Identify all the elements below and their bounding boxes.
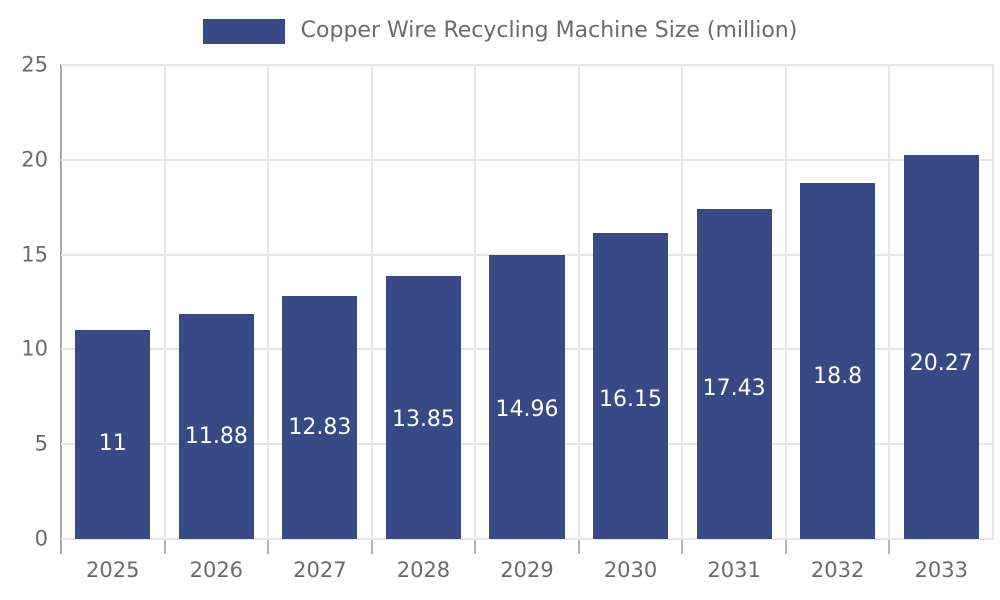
- gridline-horizontal: [61, 158, 993, 161]
- y-axis-tick-label: 10: [21, 336, 48, 361]
- x-axis-tick-label: 2033: [914, 558, 968, 582]
- bar-value-label: 11.88: [184, 423, 248, 449]
- x-axis-tick-label: 2027: [293, 558, 347, 582]
- gridline-vertical: [267, 65, 270, 539]
- legend-item[interactable]: Copper Wire Recycling Machine Size (mill…: [202, 18, 798, 44]
- gridline-vertical: [992, 65, 994, 539]
- bar[interactable]: [593, 232, 669, 539]
- x-axis-tick-mark: [163, 540, 166, 554]
- x-axis-tick-label: 2030: [603, 558, 658, 582]
- bar-value-label: 11: [98, 431, 127, 457]
- gridline-vertical: [577, 65, 580, 539]
- bar-value-label: 16.15: [599, 386, 663, 412]
- bar[interactable]: [178, 313, 254, 539]
- y-axis-tick-label: 0: [34, 526, 48, 551]
- x-axis-tick-label: 2028: [396, 558, 451, 582]
- bar[interactable]: [800, 182, 876, 539]
- bar-value-label: 14.96: [495, 396, 559, 422]
- x-axis-tick-mark: [888, 540, 891, 554]
- bar[interactable]: [385, 276, 461, 539]
- bar[interactable]: [75, 330, 151, 539]
- gridline-vertical: [681, 65, 684, 539]
- chart-legend: Copper Wire Recycling Machine Size (mill…: [0, 14, 1000, 48]
- bar[interactable]: [696, 208, 772, 539]
- x-axis-tick-label: 2029: [500, 558, 554, 582]
- x-axis-tick-label: 2032: [810, 558, 865, 582]
- bar-value-label: 18.8: [813, 363, 863, 389]
- x-axis-tick-mark: [267, 540, 270, 554]
- x-axis-tick-mark: [577, 540, 580, 554]
- gridline-horizontal: [61, 64, 993, 66]
- legend-label: Copper Wire Recycling Machine Size (mill…: [300, 18, 798, 43]
- gridline-vertical: [784, 65, 787, 539]
- gridline-vertical: [163, 65, 166, 539]
- x-axis-tick-mark: [474, 540, 477, 554]
- x-axis-tick-mark: [370, 540, 373, 554]
- x-axis-tick-label: 2031: [707, 558, 761, 582]
- bar[interactable]: [903, 154, 979, 539]
- y-axis-tick-label: 15: [21, 242, 48, 267]
- bar[interactable]: [489, 255, 565, 539]
- y-axis-tick-label: 5: [34, 431, 48, 456]
- y-axis-tick-labels: 0 5 10 15 20 25: [0, 0, 48, 600]
- plot-area: 11 11.88 12.83 13.85 14.96 16.15 17.43 18.8 20.2…: [61, 64, 994, 540]
- x-axis-tick-mark: [784, 540, 787, 554]
- x-axis-tick-mark: [681, 540, 684, 554]
- gridline-vertical: [370, 65, 373, 539]
- bar[interactable]: [282, 295, 358, 539]
- x-axis-tick-label: 2026: [189, 558, 244, 582]
- x-axis-tick-label: 2025: [86, 558, 140, 582]
- gridline-vertical: [474, 65, 477, 539]
- gridline-vertical: [888, 65, 891, 539]
- bar-value-label: 13.85: [391, 406, 455, 432]
- bar-value-label: 12.83: [288, 415, 352, 441]
- gridline-horizontal: [61, 253, 993, 256]
- y-axis-line: [60, 64, 62, 554]
- bar-value-label: 20.27: [909, 351, 973, 377]
- legend-color-swatch: [202, 18, 285, 44]
- gridline-horizontal: [61, 538, 993, 540]
- y-axis-tick-label: 25: [21, 52, 48, 77]
- bar-value-label: 17.43: [702, 375, 766, 401]
- y-axis-tick-label: 20: [21, 147, 48, 172]
